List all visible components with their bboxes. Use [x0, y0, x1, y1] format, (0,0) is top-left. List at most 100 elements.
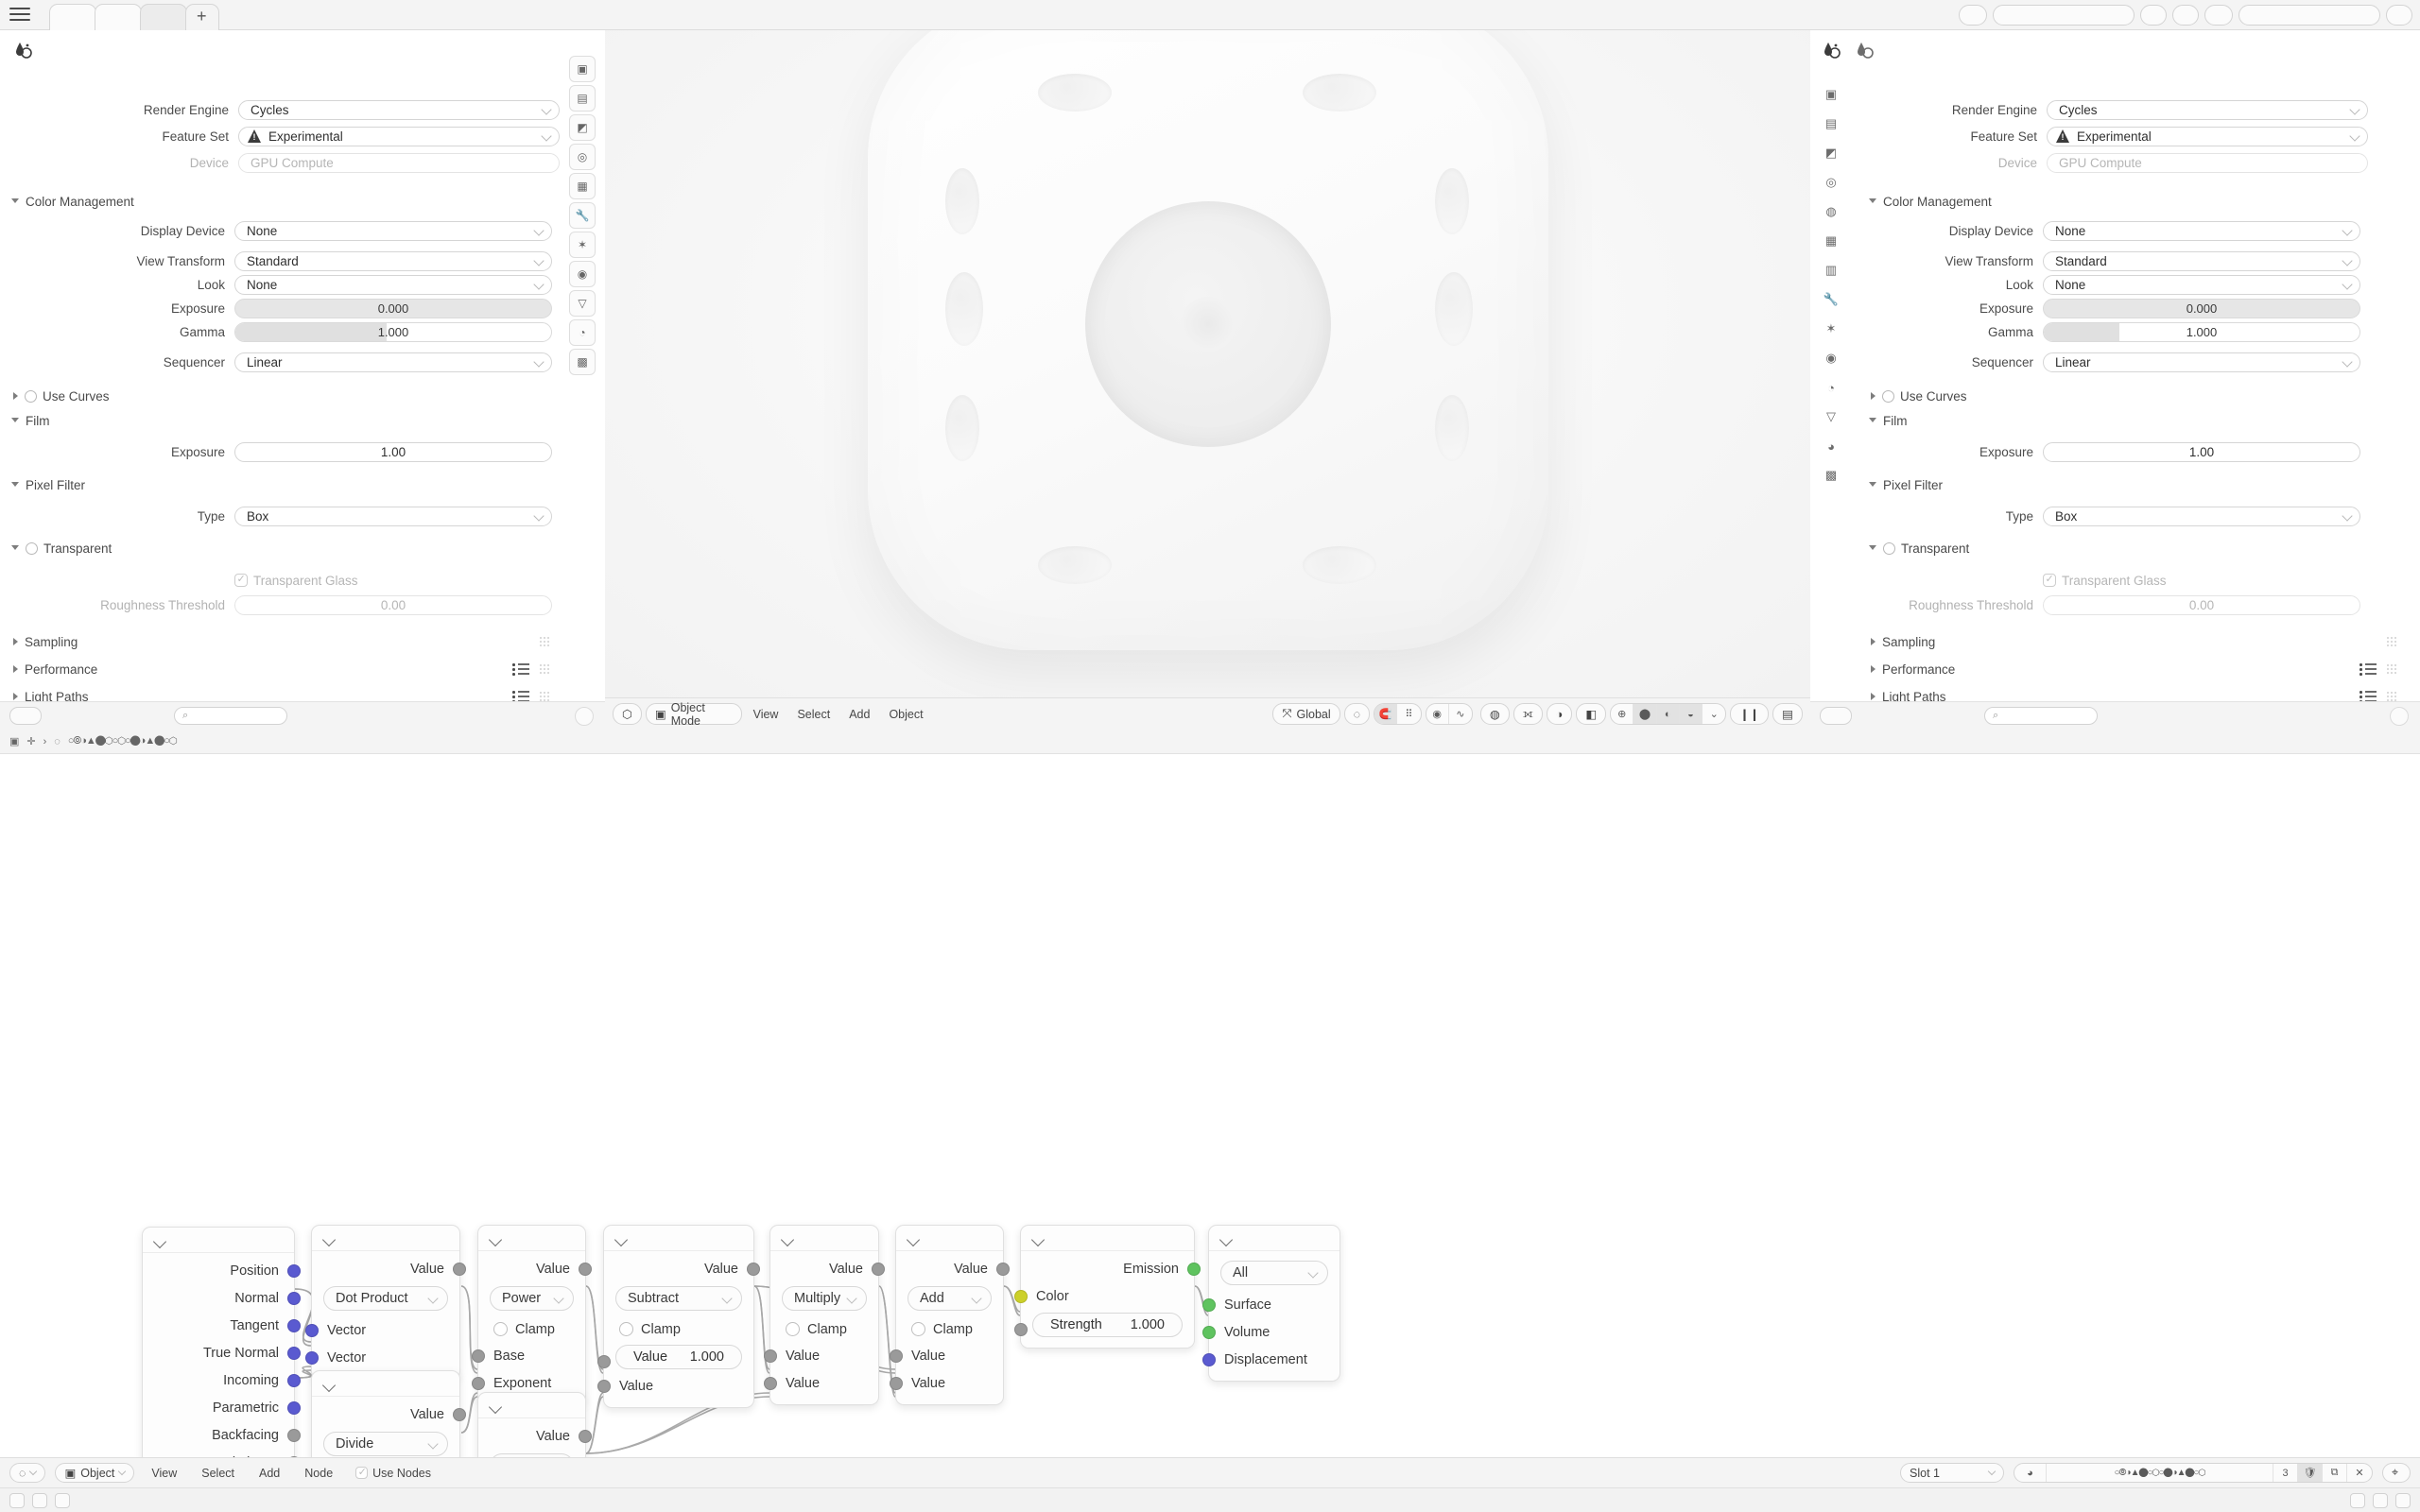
- material-icon[interactable]: ◕: [2014, 1464, 2047, 1482]
- constraint-icon[interactable]: ▽: [569, 290, 596, 317]
- sequencer-dropdown[interactable]: Linear: [234, 352, 552, 372]
- node-math-subtract[interactable]: Value Subtract Clamp Value 1.000: [597, 1225, 760, 1408]
- socket-value-in-2[interactable]: Value: [764, 1369, 878, 1397]
- socket-dot[interactable]: [472, 1376, 485, 1390]
- world-icon[interactable]: ▦: [569, 173, 596, 199]
- object-data-icon[interactable]: ◔: [569, 319, 596, 346]
- properties-search-input[interactable]: ⌕: [174, 707, 287, 725]
- socket-normal[interactable]: Normal: [143, 1284, 301, 1312]
- section-sampling[interactable]: Sampling: [1858, 629, 2414, 654]
- socket-value-out[interactable]: Value: [312, 1400, 466, 1428]
- snap-target-icon[interactable]: ⠿: [1405, 709, 1413, 720]
- chevron-down-icon[interactable]: [575, 706, 594, 726]
- physics-icon[interactable]: ◉: [569, 261, 596, 287]
- socket-value-in-2[interactable]: Value: [597, 1372, 753, 1400]
- strength-field[interactable]: Strength 1.000: [1032, 1313, 1183, 1337]
- node-math-multiply[interactable]: Value Multiply Clamp Value Value: [764, 1225, 885, 1405]
- proportional-edit-icon[interactable]: ◉: [1426, 704, 1449, 724]
- operation-dropdown[interactable]: Divide: [323, 1432, 448, 1456]
- magnet-icon[interactable]: 🧲: [1374, 704, 1398, 724]
- socket-volume[interactable]: Volume: [1202, 1318, 1340, 1346]
- socket-dot[interactable]: [597, 1379, 611, 1393]
- viewport-menu-object[interactable]: Object: [889, 707, 924, 721]
- film-exposure-field[interactable]: 1.00: [2043, 441, 2360, 462]
- use-nodes-toggle[interactable]: Use Nodes: [355, 1466, 431, 1480]
- pin-icon[interactable]: ⌖: [2382, 1463, 2411, 1483]
- shield-icon[interactable]: 🛡: [2298, 1464, 2323, 1482]
- node-header[interactable]: [312, 1226, 459, 1251]
- rail-output-icon[interactable]: ▤: [1824, 116, 1838, 130]
- socket-dot[interactable]: [764, 1349, 777, 1363]
- section-light-paths[interactable]: Light Paths: [1858, 684, 2414, 701]
- node-header[interactable]: [478, 1393, 585, 1418]
- display-device-dropdown[interactable]: None: [2043, 220, 2360, 241]
- socket-dot[interactable]: [996, 1262, 1010, 1276]
- viewport-options-button[interactable]: ▤: [1772, 703, 1803, 725]
- clamp-checkbox-row[interactable]: Clamp: [478, 1316, 585, 1342]
- editor-type-button[interactable]: ⬡: [613, 703, 642, 725]
- node-geometry[interactable]: Position Normal Tangent True Normal Inco…: [142, 1227, 301, 1487]
- socket-dot[interactable]: [872, 1262, 885, 1276]
- texture-icon[interactable]: ▩: [569, 349, 596, 375]
- transparent-header[interactable]: Transparent: [1858, 536, 2414, 560]
- rail-modifier-icon[interactable]: 🔧: [1823, 292, 1840, 306]
- socket-dot[interactable]: [1202, 1297, 1216, 1312]
- node-menu-view[interactable]: View: [151, 1466, 178, 1480]
- clamp-checkbox-row[interactable]: Clamp: [896, 1316, 1003, 1342]
- preset-list-icon[interactable]: [512, 663, 529, 676]
- socket-exponent[interactable]: Exponent: [472, 1369, 585, 1397]
- rail-material-icon[interactable]: ◕: [1827, 438, 1835, 454]
- node-canvas[interactable]: Position Normal Tangent True Normal Inco…: [0, 754, 2420, 1487]
- falloff-curve-icon[interactable]: ∿: [1456, 709, 1465, 720]
- viewlayer-field[interactable]: [2238, 5, 2380, 26]
- socket-dot[interactable]: [1187, 1262, 1201, 1276]
- socket-dot[interactable]: [1014, 1323, 1028, 1336]
- shader-type-dropdown[interactable]: ▣ Object: [55, 1463, 135, 1483]
- socket-emission-out[interactable]: Emission: [1021, 1255, 1201, 1282]
- output-icon[interactable]: ▤: [569, 85, 596, 112]
- properties-search-input-right[interactable]: ⌕: [1984, 707, 2098, 725]
- shading-rendered-icon[interactable]: ◒: [1679, 704, 1703, 724]
- pivot-point-button[interactable]: ◌: [1343, 703, 1371, 725]
- viewlayer-icon[interactable]: [2204, 5, 2233, 26]
- transform-orientation-dropdown[interactable]: ⤧ Global: [1272, 703, 1340, 725]
- viewport-canvas[interactable]: [605, 30, 1810, 697]
- slot-dropdown[interactable]: Slot 1: [1900, 1463, 2004, 1483]
- pixel-filter-header[interactable]: Pixel Filter: [0, 472, 567, 497]
- shading-wireframe-icon[interactable]: ⊕: [1611, 704, 1634, 724]
- socket-backfacing[interactable]: Backfacing: [143, 1421, 301, 1449]
- transparent-checkbox[interactable]: [1883, 541, 1895, 555]
- socket-true-normal[interactable]: True Normal: [143, 1339, 301, 1366]
- target-dropdown[interactable]: All: [1220, 1261, 1328, 1285]
- view-transform-dropdown[interactable]: Standard: [234, 250, 552, 271]
- socket-dot[interactable]: [764, 1376, 777, 1390]
- value-field-1[interactable]: Value 1.000: [615, 1345, 742, 1369]
- rail-collection-icon[interactable]: ▦: [1824, 233, 1838, 248]
- socket-dot[interactable]: [287, 1263, 301, 1278]
- use-curves-checkbox[interactable]: [1882, 389, 1894, 403]
- color-management-header[interactable]: Color Management: [0, 189, 567, 214]
- rail-scene-icon[interactable]: ◎: [1825, 175, 1837, 189]
- node-header[interactable]: [604, 1226, 753, 1251]
- clamp-checkbox-row[interactable]: Clamp: [770, 1316, 878, 1342]
- node-header[interactable]: [1209, 1226, 1340, 1251]
- socket-dot[interactable]: [1014, 1289, 1028, 1303]
- look-dropdown[interactable]: None: [2043, 274, 2360, 295]
- copy-icon[interactable]: ⧉: [2323, 1464, 2347, 1482]
- material-name-field[interactable]: ○⦾◑▲⬤○⬡○⬤◑▲⬤○⬡: [2047, 1464, 2273, 1482]
- node-header[interactable]: [770, 1226, 878, 1251]
- rail-texture-icon[interactable]: ▩: [1824, 468, 1838, 482]
- add-workspace-button[interactable]: [185, 4, 219, 30]
- socket-value-out[interactable]: Value: [896, 1255, 1010, 1282]
- editor-type-icon[interactable]: [9, 707, 42, 725]
- preset-list-icon[interactable]: [2360, 663, 2377, 676]
- gizmo-button[interactable]: ⟗: [1512, 703, 1543, 725]
- socket-vector-2[interactable]: Vector: [305, 1344, 459, 1371]
- render-engine-dropdown[interactable]: Cycles: [2047, 99, 2368, 120]
- node-emission[interactable]: Emission Color Strength 1.000: [1014, 1225, 1201, 1349]
- socket-position[interactable]: Position: [143, 1257, 301, 1284]
- viewlayer-icon[interactable]: ◩: [569, 114, 596, 141]
- workspace-tab-2[interactable]: [95, 4, 142, 30]
- pixel-filter-header[interactable]: Pixel Filter: [1858, 472, 2414, 497]
- transparent-header[interactable]: Transparent: [0, 536, 567, 560]
